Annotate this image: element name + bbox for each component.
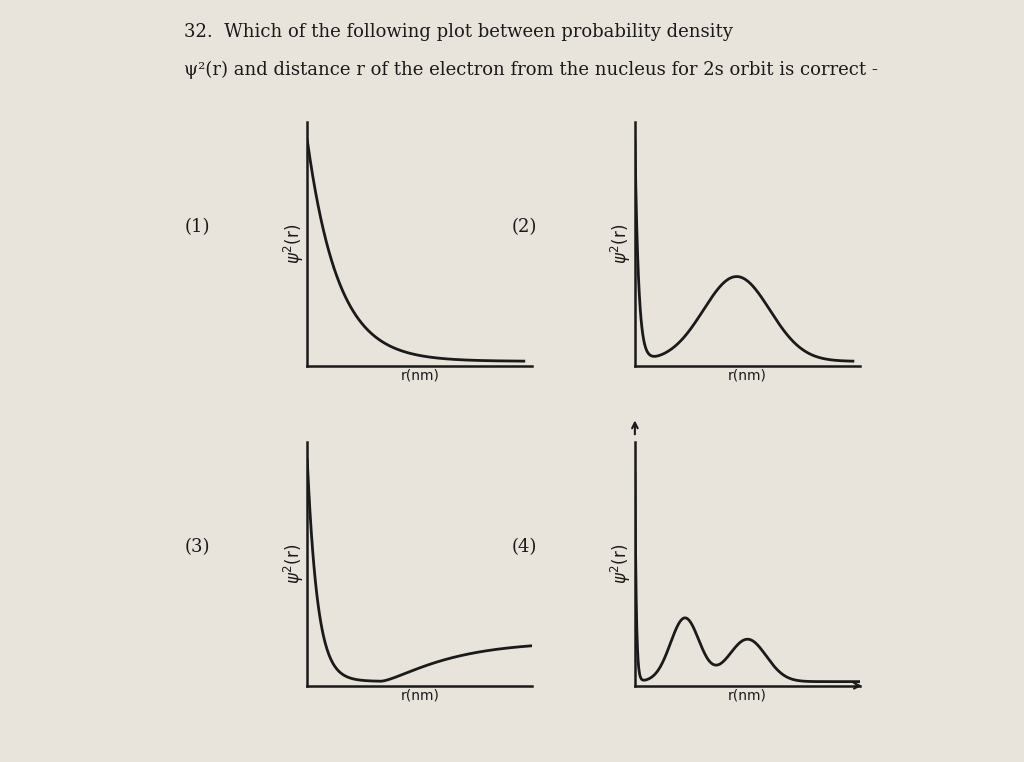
Y-axis label: $\psi^2$(r): $\psi^2$(r) xyxy=(282,224,306,264)
Text: (3): (3) xyxy=(184,538,210,555)
X-axis label: r(nm): r(nm) xyxy=(728,369,767,383)
Y-axis label: $\psi^2$(r): $\psi^2$(r) xyxy=(282,544,306,584)
Text: (2): (2) xyxy=(512,218,538,235)
Text: (4): (4) xyxy=(512,538,538,555)
Text: (1): (1) xyxy=(184,218,210,235)
X-axis label: r(nm): r(nm) xyxy=(728,689,767,703)
X-axis label: r(nm): r(nm) xyxy=(400,369,439,383)
Text: ψ²(r) and distance r of the electron from the nucleus for 2s orbit is correct -: ψ²(r) and distance r of the electron fro… xyxy=(184,61,879,79)
Y-axis label: $\psi^2$(r): $\psi^2$(r) xyxy=(609,224,634,264)
Text: 32.  Which of the following plot between probability density: 32. Which of the following plot between … xyxy=(184,23,733,41)
X-axis label: r(nm): r(nm) xyxy=(400,689,439,703)
Y-axis label: $\psi^2$(r): $\psi^2$(r) xyxy=(609,544,634,584)
